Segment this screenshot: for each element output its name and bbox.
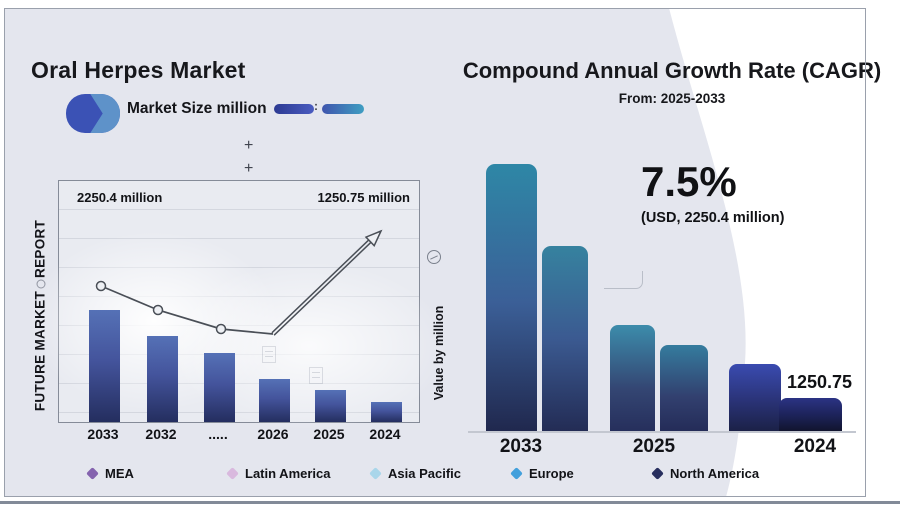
minus-circle-icon (427, 250, 441, 264)
bar-2032 (147, 336, 178, 422)
legend-label: Asia Pacific (388, 466, 461, 481)
cagr-subtitle: From: 2025-2033 (618, 91, 726, 106)
bar-dots (204, 353, 235, 422)
cagr-title: Compound Annual Growth Rate (CAGR) (462, 58, 882, 83)
plus-decoration-icon: + (244, 160, 254, 177)
cagr-bar-2025-b (660, 345, 708, 431)
legend-label: North America (670, 466, 760, 481)
bar-2025 (315, 390, 346, 422)
x-label-2025: 2025 (313, 426, 345, 442)
legend-label: Europe (529, 466, 574, 481)
building-watermark-icon (309, 367, 323, 384)
ratio-pill-left (274, 104, 314, 114)
cagr-x-label-2033: 2033 (499, 436, 543, 457)
cagr-axis-line (468, 431, 856, 433)
legend-label: MEA (105, 466, 134, 481)
cagr-chart (468, 160, 858, 431)
cagr-x-label-2025: 2025 (632, 436, 676, 457)
annotation-2250: 2250.4 million (77, 190, 163, 205)
x-label-2033: 2033 (87, 426, 119, 442)
diamond-icon (651, 467, 664, 480)
trend-line-arrow (95, 229, 383, 336)
building-watermark-icon (262, 346, 276, 363)
legend-item-asia-pacific: Asia Pacific (369, 466, 461, 481)
y-axis-label: Value by million (432, 305, 446, 401)
ratio-separator: : (314, 99, 318, 113)
cagr-bar-2024-b (779, 398, 842, 431)
cagr-bar-2033-b (542, 246, 588, 431)
legend-item-mea: MEA (86, 466, 134, 481)
market-size-chart: 2250.4 million 1250.75 million (29, 180, 449, 431)
diamond-icon (86, 467, 99, 480)
market-size-icon (66, 94, 120, 133)
plus-decoration-icon: + (244, 137, 254, 154)
registered-circle-icon (36, 279, 46, 289)
market-size-label: Market Size million (127, 100, 267, 117)
cagr-usd-detail: (USD, 2250.4 million) (641, 210, 785, 226)
x-label-dots: ..... (208, 426, 228, 442)
watermark-text: REPORT (32, 219, 48, 278)
cagr-bar-2033-a (486, 164, 537, 431)
corner-bracket-decoration (604, 271, 643, 289)
x-label-2024: 2024 (369, 426, 401, 442)
x-label-2026: 2026 (257, 426, 289, 442)
white-curve-decoration (669, 8, 866, 497)
cagr-x-label-2024: 2024 (793, 436, 837, 457)
x-label-2032: 2032 (145, 426, 177, 442)
bar-2026 (259, 379, 290, 422)
watermark-text: FUTURE MARKET (32, 290, 48, 412)
bottom-divider (0, 501, 900, 504)
future-market-report-watermark: FUTURE MARKET REPORT (33, 216, 48, 416)
ratio-pill-right (322, 104, 364, 114)
diamond-icon (226, 467, 239, 480)
market-size-icon-facet (90, 94, 120, 133)
legend-label: Latin America (245, 466, 331, 481)
cagr-bar-2025-a (610, 325, 655, 431)
cagr-value-1250: 1250.75 (787, 372, 853, 392)
cagr-bar-2024-a (729, 364, 781, 431)
legend-item-north-america: North America (651, 466, 760, 481)
bar-2033 (89, 310, 120, 422)
annotation-1250: 1250.75 million (317, 190, 411, 205)
legend-item-europe: Europe (510, 466, 574, 481)
cagr-percentage: 7.5% (641, 158, 737, 205)
legend-item-latin-america: Latin America (226, 466, 331, 481)
page-title: Oral Herpes Market (31, 57, 246, 83)
bar-2024 (371, 402, 402, 422)
diamond-icon (510, 467, 523, 480)
diamond-icon (369, 467, 382, 480)
